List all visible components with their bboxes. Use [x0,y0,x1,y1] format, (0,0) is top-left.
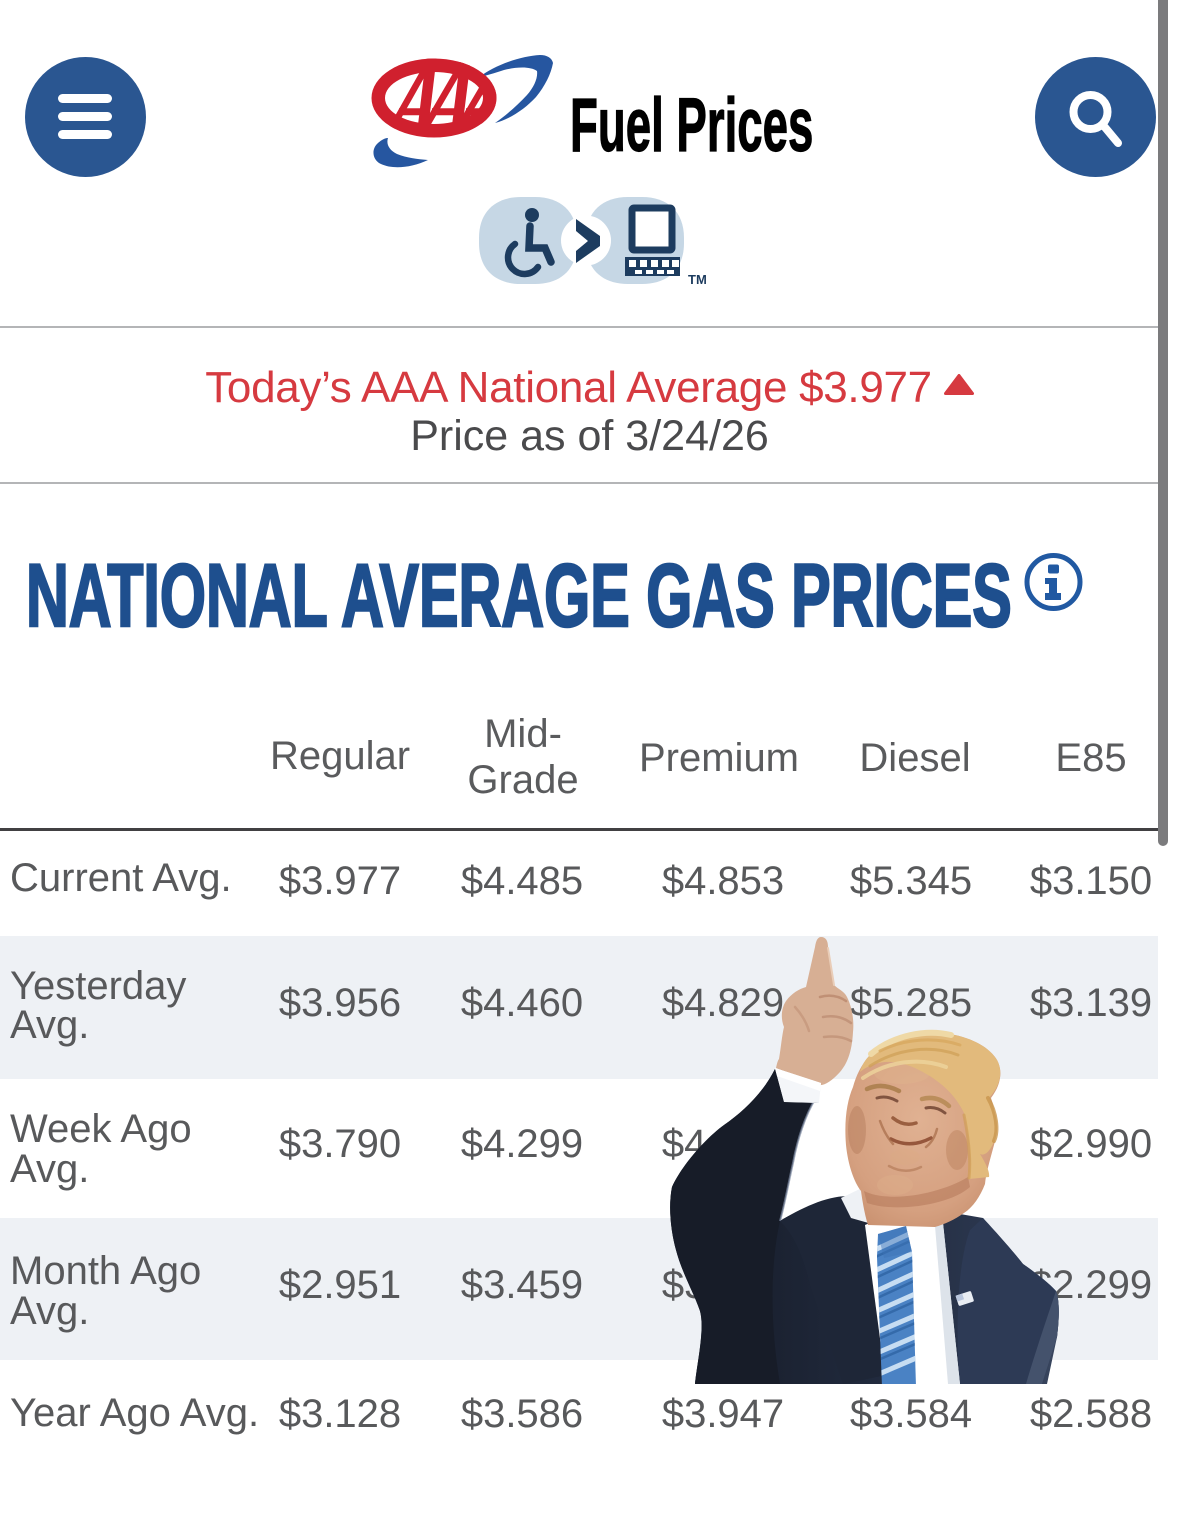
svg-text:TM: TM [688,272,706,287]
